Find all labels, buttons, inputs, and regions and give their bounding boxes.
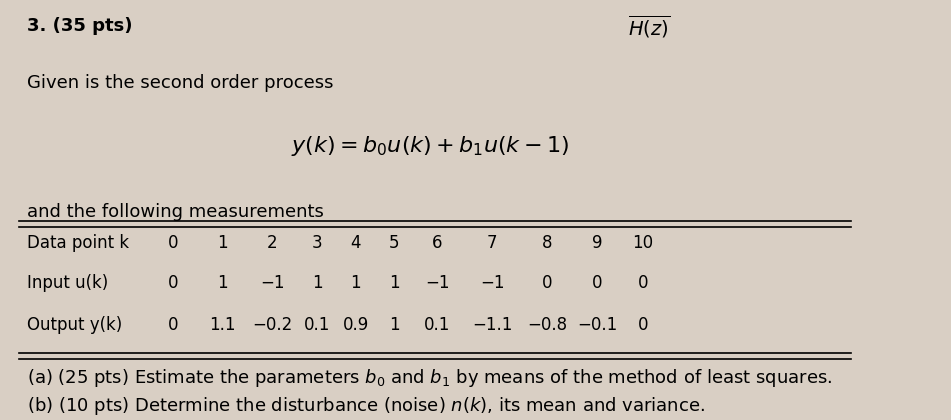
Text: Input u(k): Input u(k) [28,274,108,292]
Text: 0: 0 [638,274,649,292]
Text: Data point k: Data point k [28,234,129,252]
Text: −0.2: −0.2 [252,316,293,334]
Text: Output y(k): Output y(k) [28,316,123,334]
Text: 0: 0 [542,274,553,292]
Text: 0: 0 [167,234,178,252]
Text: 0: 0 [167,316,178,334]
Text: 0.1: 0.1 [304,316,330,334]
Text: 1: 1 [389,274,399,292]
Text: 1: 1 [389,316,399,334]
Text: 9: 9 [592,234,603,252]
Text: 0: 0 [592,274,603,292]
Text: −1: −1 [480,274,504,292]
Text: 7: 7 [487,234,497,252]
Text: 0: 0 [167,274,178,292]
Text: and the following measurements: and the following measurements [28,202,324,220]
Text: −0.1: −0.1 [577,316,618,334]
Text: 0.1: 0.1 [424,316,451,334]
Text: 6: 6 [432,234,442,252]
Text: (a) (25 pts) Estimate the parameters $b_0$ and $b_1$ by means of the method of l: (a) (25 pts) Estimate the parameters $b_… [28,367,832,389]
Text: (b) (10 pts) Determine the disturbance (noise) $n(k)$, its mean and variance.: (b) (10 pts) Determine the disturbance (… [28,395,705,417]
Text: 2: 2 [267,234,278,252]
Text: 1: 1 [312,274,322,292]
Text: $\overline{H(z)}$: $\overline{H(z)}$ [628,13,670,40]
Text: 3: 3 [312,234,322,252]
Text: 4: 4 [350,234,361,252]
Text: 5: 5 [389,234,399,252]
Text: −1: −1 [261,274,284,292]
Text: Given is the second order process: Given is the second order process [28,74,334,92]
Text: 1: 1 [218,234,228,252]
Text: 1: 1 [218,274,228,292]
Text: 1.1: 1.1 [209,316,236,334]
Text: −1.1: −1.1 [472,316,513,334]
Text: $y(k) = b_0 u(k) + b_1 u(k-1)$: $y(k) = b_0 u(k) + b_1 u(k-1)$ [291,134,570,158]
Text: 0: 0 [638,316,649,334]
Text: 10: 10 [632,234,653,252]
Text: 1: 1 [350,274,361,292]
Text: 3. (35 pts): 3. (35 pts) [28,18,132,35]
Text: 8: 8 [542,234,553,252]
Text: 0.9: 0.9 [342,316,369,334]
Text: −1: −1 [425,274,450,292]
Text: −0.8: −0.8 [527,316,567,334]
